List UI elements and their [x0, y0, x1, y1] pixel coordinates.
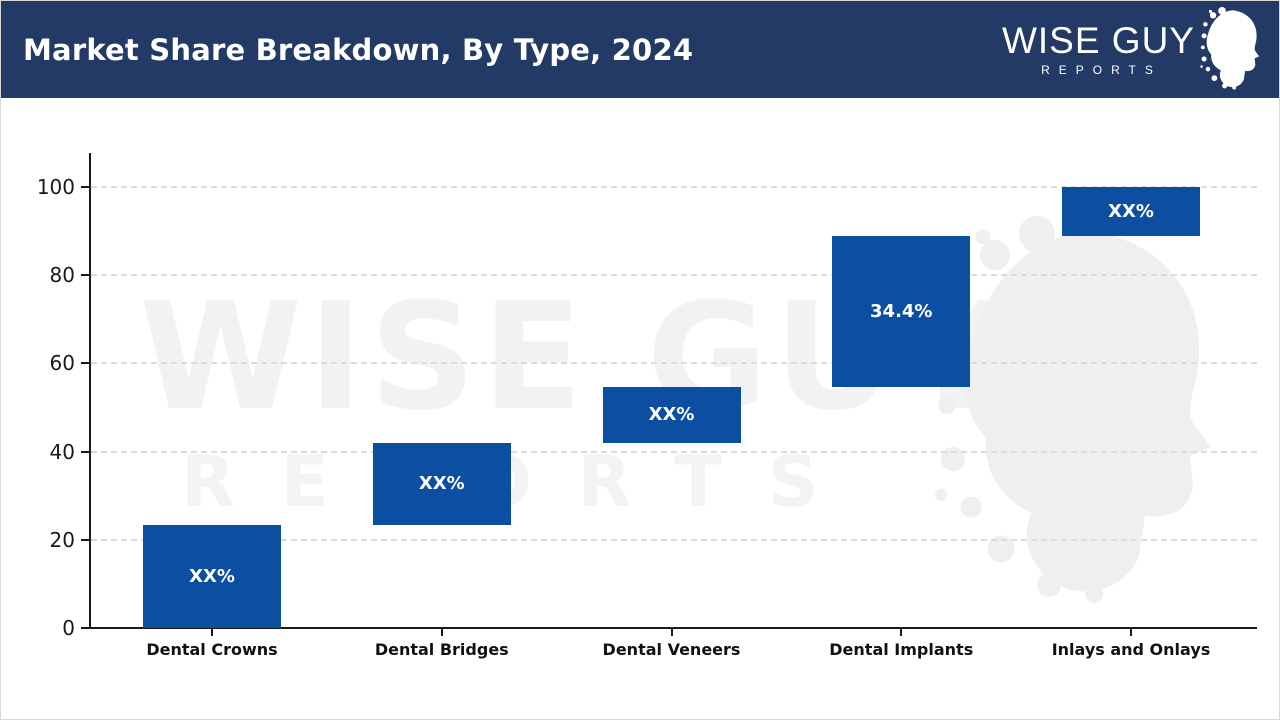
page-title: Market Share Breakdown, By Type, 2024 [23, 32, 694, 67]
gridline-20 [91, 538, 1257, 541]
y-tick-0 [81, 627, 89, 629]
watermark-face-icon [929, 188, 1229, 632]
y-tick-label-100: 100 [36, 175, 75, 199]
x-tick-label-inlays-and-onlays: Inlays and Onlays [1051, 640, 1211, 659]
gridline-40 [91, 450, 1257, 453]
brand-logo-text: WISE GUY REPORTS [1002, 22, 1195, 77]
x-tick-dental-implants [900, 629, 903, 636]
bar-dental-crowns: XX% [143, 524, 281, 628]
y-tick-label-60: 60 [49, 351, 75, 376]
gridline-60 [91, 362, 1257, 365]
x-tick-dental-veneers [670, 629, 673, 636]
y-tick-20 [81, 538, 89, 541]
bar-value-label-dental-bridges: XX% [418, 473, 465, 495]
x-tick-dental-crowns [211, 629, 213, 636]
x-tick-label-dental-crowns: Dental Crowns [146, 640, 278, 659]
bar-value-label-dental-implants: 34.4% [870, 300, 933, 322]
y-axis-line [89, 153, 91, 629]
bar-value-label-dental-crowns: XX% [189, 565, 235, 587]
chart-area: WISE GUY REPORTS 0 20 40 60 80 100 XX% XX% XX% 3… [1, 98, 1279, 719]
bar-dental-veneers: XX% [602, 387, 741, 443]
y-tick-label-80: 80 [49, 263, 75, 288]
y-tick-label-40: 40 [49, 439, 75, 464]
watermark-brand-subname: REPORTS [181, 441, 865, 523]
x-axis-line [89, 627, 1257, 629]
bar-dental-bridges: XX% [372, 442, 511, 525]
x-tick-inlays-and-onlays [1130, 629, 1132, 636]
bar-value-label-inlays-and-onlays: XX% [1108, 200, 1154, 222]
brand-name: WISE GUY [1001, 20, 1195, 61]
y-tick-100 [81, 186, 89, 188]
brand-logo: WISE GUY REPORTS [1002, 6, 1265, 94]
x-tick-label-dental-implants: Dental Implants [829, 640, 974, 659]
x-tick-label-dental-bridges: Dental Bridges [374, 640, 509, 659]
y-tick-label-20: 20 [49, 527, 75, 552]
gridline-80 [91, 274, 1257, 277]
face-profile-icon [1199, 6, 1263, 94]
brand-subname: REPORTS [1041, 63, 1162, 77]
y-tick-80 [81, 274, 89, 277]
gridline-100 [91, 186, 1257, 188]
y-tick-40 [81, 450, 89, 453]
bar-inlays-and-onlays: XX% [1062, 187, 1200, 236]
x-tick-dental-bridges [440, 629, 443, 636]
header-bar: Market Share Breakdown, By Type, 2024 WI… [1, 1, 1279, 98]
y-tick-60 [81, 362, 89, 365]
bar-value-label-dental-veneers: XX% [648, 404, 695, 426]
bar-dental-implants: 34.4% [832, 235, 971, 388]
x-tick-label-dental-veneers: Dental Veneers [602, 640, 741, 659]
y-tick-label-0: 0 [62, 616, 75, 640]
